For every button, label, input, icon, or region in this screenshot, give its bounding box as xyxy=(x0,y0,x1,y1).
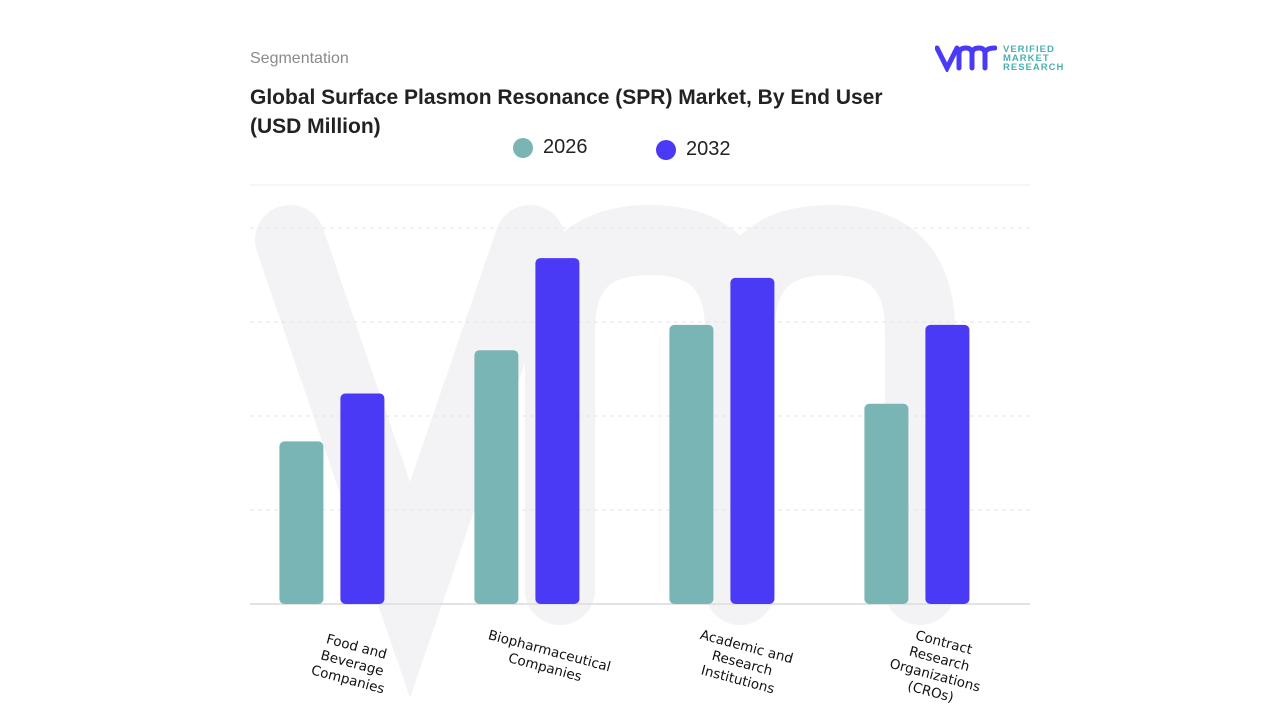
legend-swatch-2032 xyxy=(656,139,676,160)
bar-2026-3 xyxy=(864,403,909,604)
logo: VERIFIED MARKET RESEARCH xyxy=(935,44,1064,72)
bar-2026-0 xyxy=(279,441,324,604)
legend-label-2032: 2032 xyxy=(686,138,731,160)
bar-2032-0 xyxy=(340,393,385,604)
vmr-logo-icon xyxy=(935,45,997,72)
legend-swatch-2026 xyxy=(513,137,533,158)
watermark-logo xyxy=(255,204,955,698)
bar-2032-2 xyxy=(730,277,775,604)
bar-2026-2 xyxy=(669,324,714,604)
logo-text-1: VERIFIED xyxy=(1003,43,1055,55)
logo-text-2: MARKET xyxy=(1003,52,1050,64)
legend-item-2026: 2026 xyxy=(513,136,588,159)
bar-2026-1 xyxy=(474,350,519,604)
section-label: Segmentation xyxy=(250,50,349,67)
bar-2032-1 xyxy=(535,258,580,604)
bar-2032-3 xyxy=(925,324,970,604)
logo-text-3: RESEARCH xyxy=(1003,61,1065,73)
chart-title: Global Surface Plasmon Resonance (SPR) M… xyxy=(250,86,883,138)
legend-item-2032: 2032 xyxy=(656,138,731,161)
legend-label-2026: 2026 xyxy=(543,136,588,158)
